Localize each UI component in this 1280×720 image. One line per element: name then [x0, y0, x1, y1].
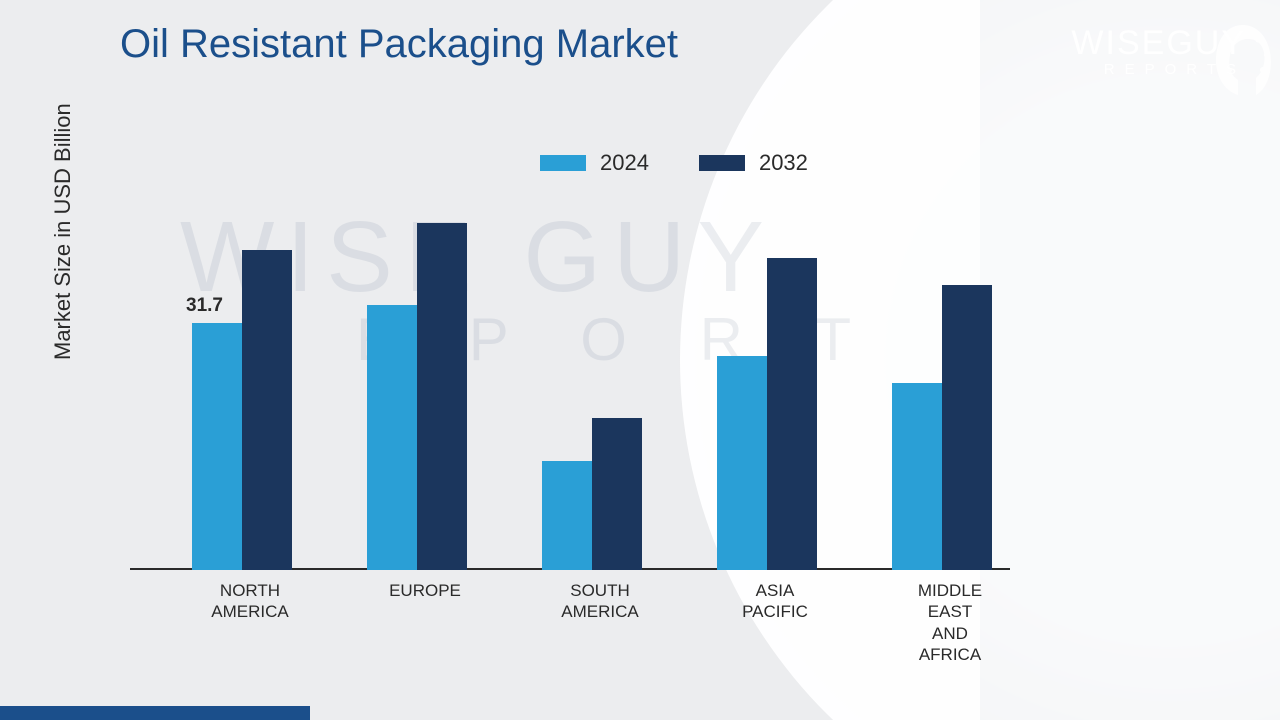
brand-line2: REPORTS: [1071, 61, 1246, 78]
brand-word-wise: WISE: [1071, 24, 1166, 62]
legend-swatch-2024: [540, 155, 586, 171]
legend-label-2024: 2024: [600, 150, 649, 176]
bar: [542, 461, 592, 570]
bar: [192, 323, 242, 570]
legend-item-2032: 2032: [699, 150, 808, 176]
x-axis-category-label: MIDDLEEASTANDAFRICA: [870, 570, 1030, 665]
bar: [367, 305, 417, 570]
x-axis-category-label: EUROPE: [345, 570, 505, 601]
bar: [592, 418, 642, 570]
bar: [942, 285, 992, 570]
x-axis-category-label: ASIAPACIFIC: [695, 570, 855, 623]
legend-item-2024: 2024: [540, 150, 649, 176]
bar: [417, 223, 467, 570]
brand-line1: WISEGUY: [1071, 24, 1246, 63]
brand-logo: WISEGUY REPORTS: [1071, 24, 1246, 78]
x-axis-category-label: SOUTHAMERICA: [520, 570, 680, 623]
plot-region: 31.7NORTHAMERICAEUROPESOUTHAMERICAASIAPA…: [130, 180, 1010, 570]
x-axis-category-label: NORTHAMERICA: [170, 570, 330, 623]
value-label: 31.7: [186, 295, 223, 317]
legend: 2024 2032: [540, 150, 808, 176]
legend-swatch-2032: [699, 155, 745, 171]
stage: WISEGUY REPORTS Oil Resistant Packaging …: [0, 0, 1280, 720]
legend-label-2032: 2032: [759, 150, 808, 176]
bar: [717, 356, 767, 571]
y-axis-label: Market Size in USD Billion: [50, 103, 76, 360]
bar: [892, 383, 942, 570]
bar: [242, 250, 292, 570]
bar: [767, 258, 817, 570]
chart-title: Oil Resistant Packaging Market: [120, 22, 678, 67]
accent-bottom-bar: [0, 706, 310, 720]
chart-area: WISE GUY R E P O R T S 2024 2032 Market …: [60, 150, 1020, 690]
brand-word-guy: GUY: [1166, 24, 1246, 62]
